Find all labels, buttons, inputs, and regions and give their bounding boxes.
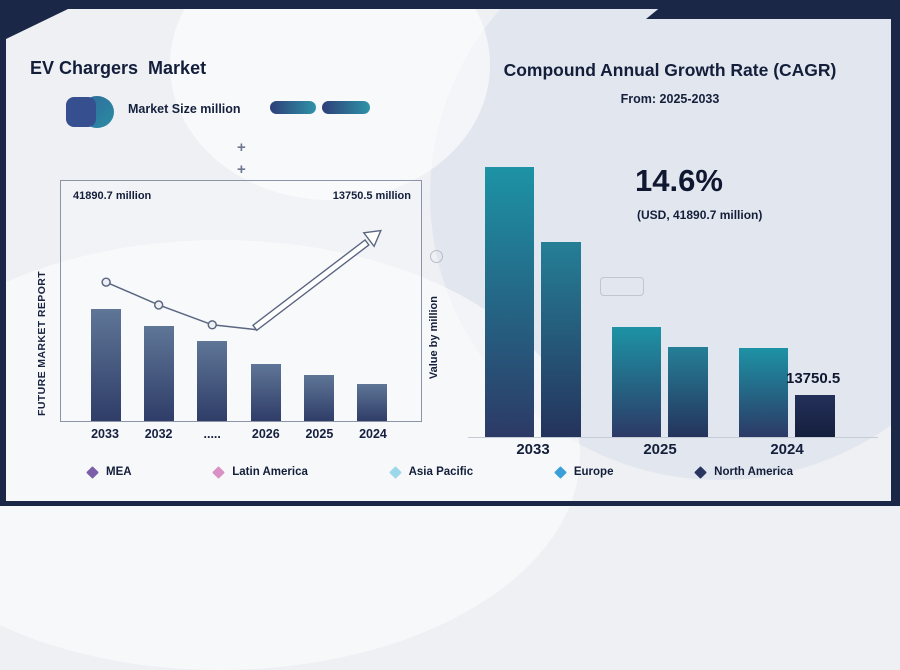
market-size-legend-label: Market Size million xyxy=(128,102,241,116)
legend-label: Europe xyxy=(573,466,614,478)
left-chart-title: EV Chargers Market xyxy=(30,58,207,78)
legend-label: Latin America xyxy=(232,466,308,478)
plus-decor: + xyxy=(237,139,246,156)
legend-item: Latin America xyxy=(212,465,308,479)
right-year-label: 2033 xyxy=(516,441,550,458)
left-x-axis: 2033 2032..... 2026 2025 2024 xyxy=(90,427,388,441)
legend-label: Asia Pacific xyxy=(408,466,474,478)
frame-left-border xyxy=(0,0,6,506)
future-market-report-watermark: FUTURE MARKET REPORT xyxy=(36,270,48,416)
right-year-label: 2024 xyxy=(770,441,804,458)
legend-item: MEA xyxy=(86,465,132,479)
legend-item: Europe xyxy=(553,465,614,479)
right-chart-title: Compound Annual Growth Rate (CAGR) xyxy=(503,60,837,80)
region-legend: MEA Latin America Asia Pacific Europe North … xyxy=(86,465,793,479)
cagr-bar xyxy=(668,347,708,437)
left-year-label: 2024 xyxy=(359,427,387,441)
right-x-axis: 2033 2025 2024 xyxy=(485,441,835,458)
market-size-bar xyxy=(144,326,175,421)
right-chart-groups xyxy=(485,167,835,437)
right-chart-subtitle: From: 2025-2033 xyxy=(620,92,720,106)
legend-label: North America xyxy=(714,466,793,478)
min-value-label: 13750.5 million xyxy=(332,190,411,202)
right-axis-line xyxy=(468,437,878,438)
cagr-bar xyxy=(612,327,661,437)
legend-diamond-icon xyxy=(212,465,226,479)
market-size-disc-icon xyxy=(66,96,114,128)
market-size-bar xyxy=(91,309,121,421)
gradient-pill-decor xyxy=(322,101,370,114)
ring-decor xyxy=(430,250,443,263)
legend-diamond-icon xyxy=(694,465,708,479)
plus-decor: + xyxy=(237,161,246,178)
market-size-bar xyxy=(303,375,334,421)
market-size-bar xyxy=(250,364,281,421)
frame-bottom-border xyxy=(0,501,900,506)
legend-item: North America xyxy=(694,465,793,479)
max-value-label: 41890.7 million xyxy=(73,190,152,202)
left-chart: 41890.7 million 13750.5 million xyxy=(60,180,422,422)
left-chart-bars xyxy=(91,309,387,421)
gradient-pill-decor xyxy=(270,101,316,114)
cagr-bar xyxy=(795,395,835,437)
legend-diamond-icon xyxy=(86,465,99,479)
corner-wedge-decor xyxy=(646,9,891,19)
left-year-label: 2033 xyxy=(91,427,119,441)
cagr-bar-group xyxy=(612,327,708,437)
value-callout-2024: 13750.5 xyxy=(786,370,841,387)
legend-label: MEA xyxy=(106,466,132,478)
cagr-bar xyxy=(485,167,534,437)
cagr-note: (USD, 41890.7 million) xyxy=(637,208,763,222)
right-year-label: 2025 xyxy=(643,441,677,458)
cagr-bar xyxy=(541,242,581,437)
frame-top-border xyxy=(0,0,900,9)
cagr-bar-group xyxy=(739,348,835,437)
left-year-label: 2026 xyxy=(251,427,280,441)
market-size-bar xyxy=(197,341,228,421)
cagr-bar xyxy=(739,348,788,437)
frame-right-border xyxy=(891,0,900,506)
legend-diamond-icon xyxy=(388,465,402,479)
left-year-label: 2032 xyxy=(144,427,173,441)
legend-diamond-icon xyxy=(553,465,567,479)
cagr-value: 14.6% xyxy=(635,163,723,198)
content-layer: EV Chargers Market Market Size million +… xyxy=(30,58,878,479)
cagr-bar-group xyxy=(485,167,581,437)
rounded-rect-decor xyxy=(600,277,644,296)
value-by-million-ylabel: Value by million xyxy=(428,296,440,380)
market-size-bar xyxy=(356,384,387,421)
left-year-label: 2025 xyxy=(305,427,334,441)
legend-item: Asia Pacific xyxy=(388,465,474,479)
left-year-label: ..... xyxy=(203,427,221,441)
